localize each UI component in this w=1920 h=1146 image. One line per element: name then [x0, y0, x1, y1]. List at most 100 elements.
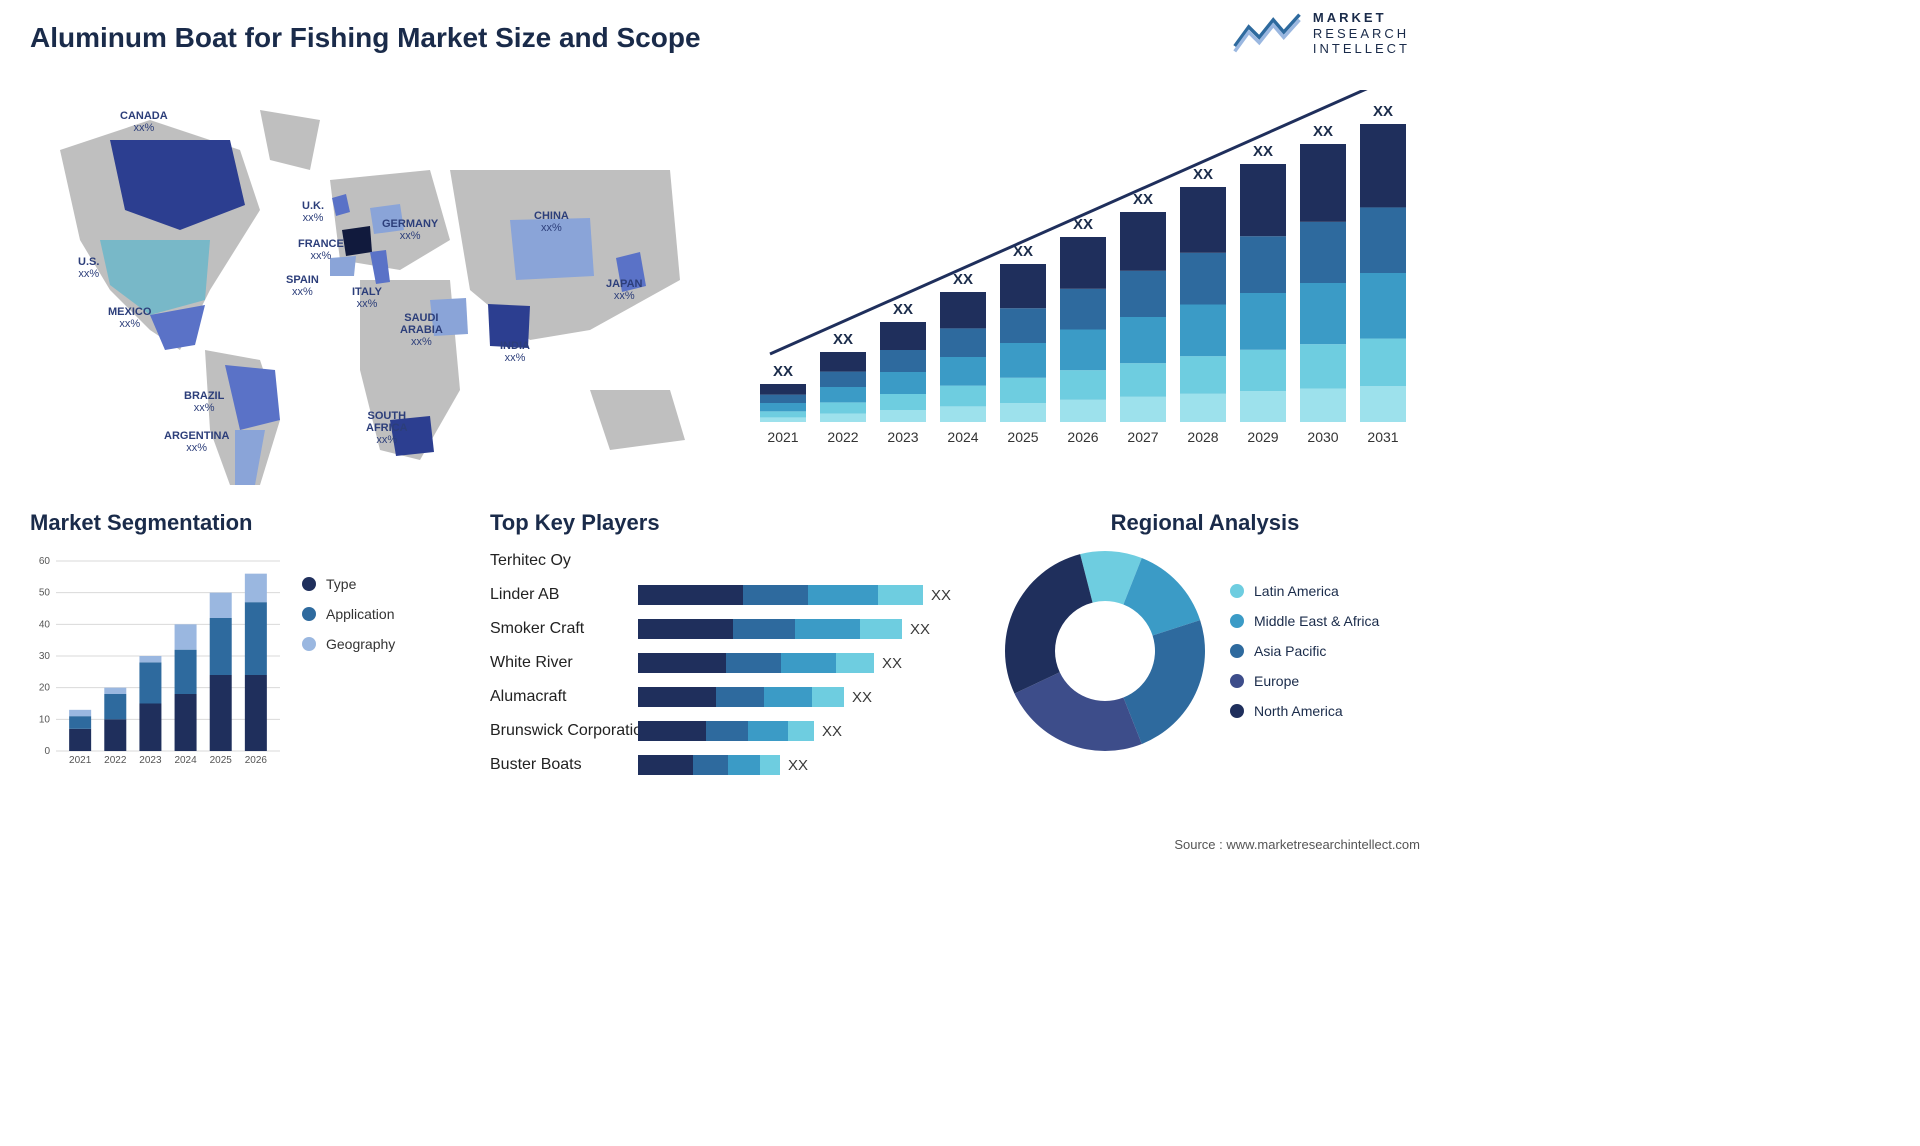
growth-bar-chart: XX2021XX2022XX2023XX2024XX2025XX2026XX20… [760, 90, 1410, 450]
player-row: Alumacraft XX [490, 682, 970, 712]
svg-text:2026: 2026 [245, 755, 268, 766]
segmentation-title: Market Segmentation [30, 510, 460, 536]
svg-text:20: 20 [39, 683, 51, 694]
map-label-south-africa: SOUTHAFRICAxx% [366, 410, 408, 446]
map-label-u-s-: U.S.xx% [78, 256, 99, 280]
player-row: Smoker Craft XX [490, 614, 970, 644]
player-value: XX [931, 587, 951, 604]
region-legend-item: Asia Pacific [1230, 643, 1379, 659]
player-row: Linder AB XX [490, 580, 970, 610]
svg-text:XX: XX [1133, 191, 1153, 208]
player-value: XX [788, 757, 808, 774]
logo-icon [1233, 10, 1303, 56]
map-label-canada: CANADAxx% [120, 110, 168, 134]
map-label-china: CHINAxx% [534, 210, 569, 234]
seg-legend-application: Application [302, 606, 395, 622]
region-legend-item: Middle East & Africa [1230, 613, 1379, 629]
svg-text:2022: 2022 [104, 755, 127, 766]
map-label-italy: ITALYxx% [352, 286, 382, 310]
svg-text:0: 0 [44, 746, 50, 757]
player-row: Terhitec Oy [490, 546, 970, 576]
player-value: XX [822, 723, 842, 740]
brand-logo: MARKET RESEARCH INTELLECT [1233, 10, 1410, 57]
regional-title: Regional Analysis [1000, 510, 1410, 536]
key-players-list: Terhitec OyLinder ABXXSmoker CraftXXWhit… [490, 546, 970, 780]
key-players-title: Top Key Players [490, 510, 970, 536]
segmentation-legend: Type Application Geography [302, 546, 395, 786]
svg-text:2022: 2022 [827, 429, 858, 445]
map-label-brazil: BRAZILxx% [184, 390, 224, 414]
svg-text:XX: XX [1253, 143, 1273, 160]
map-label-argentina: ARGENTINAxx% [164, 430, 229, 454]
player-value: XX [910, 621, 930, 638]
map-label-germany: GERMANYxx% [382, 218, 438, 242]
map-label-u-k-: U.K.xx% [302, 200, 324, 224]
player-name: White River [490, 654, 630, 672]
svg-text:2023: 2023 [887, 429, 918, 445]
svg-text:2028: 2028 [1187, 429, 1218, 445]
region-legend-item: North America [1230, 703, 1379, 719]
growth-chart-panel: XX2021XX2022XX2023XX2024XX2025XX2026XX20… [760, 90, 1410, 485]
svg-text:XX: XX [953, 271, 973, 288]
player-bar [638, 755, 780, 775]
player-bar [638, 619, 902, 639]
player-row: Buster Boats XX [490, 750, 970, 780]
logo-line-2: RESEARCH [1313, 26, 1410, 42]
svg-text:10: 10 [39, 714, 51, 725]
logo-line-3: INTELLECT [1313, 41, 1410, 57]
svg-text:XX: XX [773, 363, 793, 380]
region-legend-item: Europe [1230, 673, 1379, 689]
regional-legend: Latin America Middle East & Africa Asia Pa… [1230, 583, 1379, 719]
key-players-panel: Top Key Players Terhitec OyLinder ABXXSm… [490, 510, 970, 800]
svg-text:2029: 2029 [1247, 429, 1278, 445]
svg-text:XX: XX [1193, 166, 1213, 183]
regional-panel: Regional Analysis Latin America Middle Ea… [1000, 510, 1410, 800]
svg-text:30: 30 [39, 651, 51, 662]
svg-text:2021: 2021 [767, 429, 798, 445]
svg-text:XX: XX [1313, 123, 1333, 140]
svg-text:2031: 2031 [1367, 429, 1398, 445]
region-legend-item: Latin America [1230, 583, 1379, 599]
seg-legend-type: Type [302, 576, 395, 592]
player-row: White River XX [490, 648, 970, 678]
svg-text:40: 40 [39, 619, 51, 630]
map-label-france: FRANCExx% [298, 238, 344, 262]
player-value: XX [852, 689, 872, 706]
svg-text:2024: 2024 [174, 755, 197, 766]
map-label-spain: SPAINxx% [286, 274, 319, 298]
svg-text:2030: 2030 [1307, 429, 1338, 445]
player-bar [638, 721, 814, 741]
player-name: Alumacraft [490, 688, 630, 706]
regional-donut-chart [1000, 546, 1210, 756]
svg-text:2023: 2023 [139, 755, 162, 766]
player-name: Terhitec Oy [490, 552, 630, 570]
player-name: Brunswick Corporation [490, 722, 630, 740]
source-credit: Source : www.marketresearchintellect.com [1174, 837, 1420, 852]
player-name: Smoker Craft [490, 620, 630, 638]
map-label-india: INDIAxx% [500, 340, 530, 364]
player-bar [638, 585, 923, 605]
svg-text:2021: 2021 [69, 755, 92, 766]
svg-text:50: 50 [39, 588, 51, 599]
svg-text:2026: 2026 [1067, 429, 1098, 445]
svg-text:XX: XX [833, 331, 853, 348]
player-name: Linder AB [490, 586, 630, 604]
seg-legend-geography: Geography [302, 636, 395, 652]
player-value: XX [882, 655, 902, 672]
page-title: Aluminum Boat for Fishing Market Size an… [30, 22, 701, 54]
map-label-japan: JAPANxx% [606, 278, 642, 302]
map-label-saudi-arabia: SAUDIARABIAxx% [400, 312, 443, 348]
segmentation-panel: Market Segmentation 0 10 20 30 40 50 60 2021 202… [30, 510, 460, 800]
svg-text:XX: XX [893, 301, 913, 318]
player-name: Buster Boats [490, 756, 630, 774]
world-map-panel: CANADAxx% U.S.xx% MEXICOxx% BRAZILxx% ARGENT… [30, 90, 710, 485]
svg-text:XX: XX [1373, 103, 1393, 120]
player-row: Brunswick Corporation XX [490, 716, 970, 746]
segmentation-chart: 0102030405060202120222023202420252026 [30, 546, 290, 786]
svg-text:2024: 2024 [947, 429, 978, 445]
player-bar [638, 653, 874, 673]
map-label-mexico: MEXICOxx% [108, 306, 151, 330]
svg-text:60: 60 [39, 556, 51, 567]
logo-line-1: MARKET [1313, 10, 1410, 26]
player-bar [638, 687, 844, 707]
